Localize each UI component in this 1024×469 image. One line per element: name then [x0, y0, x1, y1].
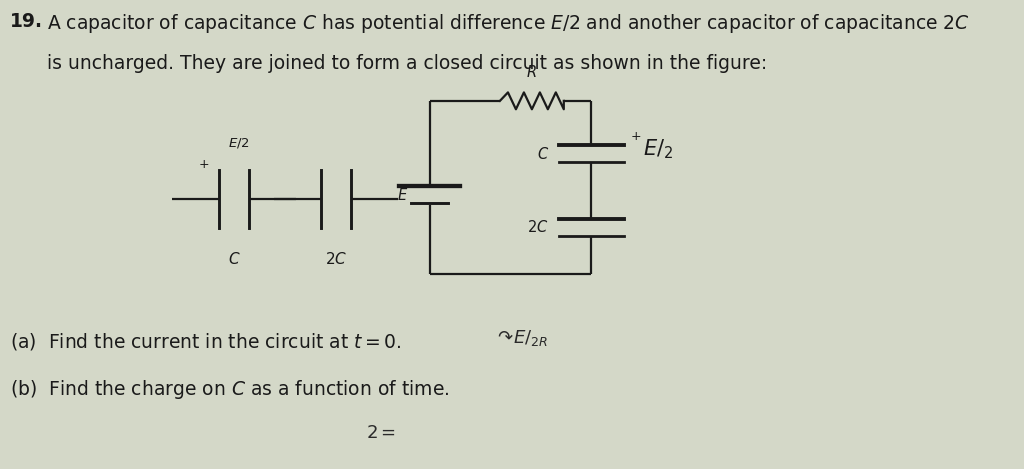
Text: (a)  Find the current in the circuit at $t = 0$.: (a) Find the current in the circuit at $… [10, 331, 401, 352]
Text: $2C$: $2C$ [325, 251, 347, 267]
Text: is uncharged. They are joined to form a closed circuit as shown in the figure:: is uncharged. They are joined to form a … [47, 54, 767, 73]
Text: $E/_{2}$: $E/_{2}$ [642, 137, 673, 161]
Text: $C$: $C$ [227, 251, 241, 267]
Text: A capacitor of capacitance $C$ has potential difference $E/2$ and another capaci: A capacitor of capacitance $C$ has poten… [47, 12, 970, 35]
Text: +: + [199, 158, 210, 171]
Text: $C$: $C$ [537, 146, 549, 162]
Text: (b)  Find the charge on $C$ as a function of time.: (b) Find the charge on $C$ as a function… [10, 378, 450, 401]
Text: $2=$: $2=$ [366, 424, 396, 442]
Text: $R$: $R$ [526, 64, 538, 80]
Text: 19.: 19. [10, 12, 43, 31]
Text: $E$: $E$ [397, 187, 409, 203]
Text: $2C$: $2C$ [527, 219, 549, 235]
Text: +: + [631, 130, 641, 143]
Text: $\curvearrowright\! E/_{2R}$: $\curvearrowright\! E/_{2R}$ [494, 328, 548, 348]
Text: $E/2$: $E/2$ [227, 136, 249, 150]
